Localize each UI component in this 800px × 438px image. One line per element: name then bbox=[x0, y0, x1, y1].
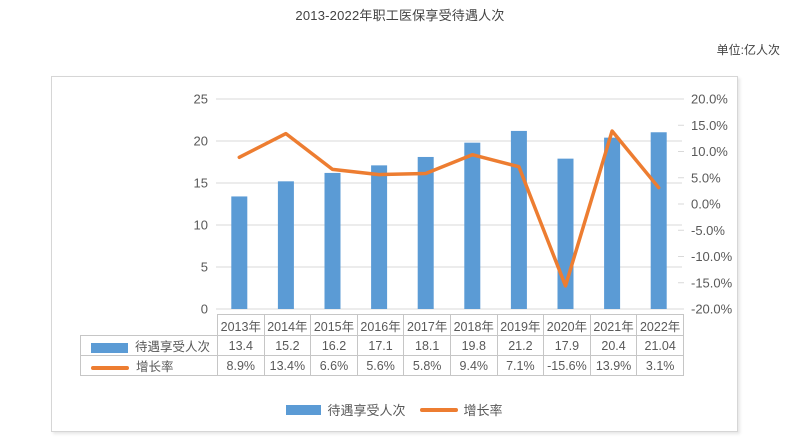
right-axis-tick-label: 5.0% bbox=[691, 170, 721, 185]
table-corner-blank bbox=[81, 315, 218, 336]
chart-title: 2013-2022年职工医保享受待遇人次 bbox=[295, 8, 505, 23]
legend-line-label: 增长率 bbox=[463, 403, 503, 418]
right-axis-tick-label: -20.0% bbox=[691, 302, 733, 317]
value-cell: 17.9 bbox=[543, 335, 591, 356]
bar bbox=[277, 181, 294, 309]
right-axis-tick-label: 10.0% bbox=[691, 144, 728, 159]
value-cell: 5.8% bbox=[403, 355, 451, 376]
chart-frame: 0 5 10 15 20 25 20.0% 15.0% 10.0% 5.0% 0.0% -5.0% -1… bbox=[51, 76, 738, 432]
value-cell: 8.9% bbox=[217, 355, 265, 376]
growth-rate-line bbox=[237, 129, 661, 288]
table-legend-line-swatch-icon bbox=[91, 365, 129, 370]
legend-line-swatch-icon bbox=[419, 407, 458, 412]
bar bbox=[464, 142, 481, 309]
unit-label: 单位:亿人次 bbox=[716, 43, 780, 57]
data-table: 2013年 2014年 2015年 2016年 2017年 2018年 2019年 2020年… bbox=[80, 314, 684, 376]
bar bbox=[371, 165, 388, 309]
year-header-cell: 2022年 bbox=[636, 314, 684, 336]
value-cell: 13.4 bbox=[217, 335, 265, 356]
value-cell: 7.1% bbox=[496, 355, 545, 376]
year-header-cell: 2014年 bbox=[263, 314, 312, 336]
bar bbox=[510, 130, 527, 309]
value-cell: 13.9% bbox=[589, 355, 638, 376]
year-header-cell: 2018年 bbox=[449, 314, 498, 336]
right-axis-tick-label: -10.0% bbox=[691, 249, 733, 264]
year-header-cell: 2019年 bbox=[496, 314, 545, 336]
value-cell: 21.2 bbox=[496, 335, 545, 356]
right-axis-tick-label: 0.0% bbox=[691, 197, 721, 212]
year-header-cell: 2020年 bbox=[543, 314, 591, 336]
table-legend-bar-swatch-icon bbox=[91, 342, 128, 353]
left-axis-tick-label: 10 bbox=[194, 218, 208, 233]
value-cell: 13.4% bbox=[263, 355, 312, 376]
value-cell: 6.6% bbox=[310, 355, 358, 376]
legend-bar-swatch-icon bbox=[286, 404, 322, 415]
value-cell: 21.04 bbox=[636, 335, 684, 356]
year-header-cell: 2013年 bbox=[217, 314, 265, 336]
left-axis-tick-label: 0 bbox=[201, 302, 208, 317]
right-axis-tick-label: 20.0% bbox=[691, 92, 728, 107]
value-cell: 17.1 bbox=[356, 335, 405, 356]
plot-area: 0 5 10 15 20 25 20.0% 15.0% 10.0% 5.0% 0.0% -5.0% -1… bbox=[194, 92, 733, 317]
value-cell: 16.2 bbox=[310, 335, 358, 356]
series-name: 待遇享受人次 bbox=[135, 340, 211, 354]
bar bbox=[324, 172, 341, 309]
series-row-label: 增长率 bbox=[80, 355, 218, 376]
value-cell: 19.8 bbox=[449, 335, 498, 356]
left-axis-tick-label: 15 bbox=[194, 176, 208, 191]
value-cell: 20.4 bbox=[589, 335, 638, 356]
bar bbox=[650, 132, 667, 309]
value-cell: -15.6% bbox=[543, 355, 591, 376]
bar bbox=[604, 137, 621, 309]
year-header-cell: 2021年 bbox=[589, 314, 638, 336]
left-axis-tick-label: 5 bbox=[201, 260, 208, 275]
right-axis-tick-label: -15.0% bbox=[691, 275, 733, 290]
chart-legend: 待遇享受人次 增长率 bbox=[52, 400, 737, 419]
year-header-cell: 2015年 bbox=[310, 314, 358, 336]
left-axis-tick-label: 25 bbox=[194, 92, 208, 107]
value-cell: 15.2 bbox=[263, 335, 312, 356]
bar bbox=[231, 196, 248, 309]
value-cell: 3.1% bbox=[636, 355, 684, 376]
value-cell: 9.4% bbox=[449, 355, 498, 376]
value-cell: 5.6% bbox=[356, 355, 405, 376]
year-header-cell: 2016年 bbox=[356, 314, 405, 336]
right-axis-tick-label: -5.0% bbox=[691, 223, 725, 238]
right-axis-tick-label: 15.0% bbox=[691, 118, 728, 133]
legend-bar-label: 待遇享受人次 bbox=[327, 403, 406, 418]
series-name: 增长率 bbox=[136, 360, 174, 374]
series-row-label: 待遇享受人次 bbox=[80, 335, 218, 356]
year-header-cell: 2017年 bbox=[403, 314, 451, 336]
data-table-grid: 2013年 2014年 2015年 2016年 2017年 2018年 2019年 2020年… bbox=[80, 314, 684, 376]
bar bbox=[417, 156, 434, 309]
left-axis-tick-label: 20 bbox=[194, 134, 208, 149]
value-cell: 18.1 bbox=[403, 335, 451, 356]
